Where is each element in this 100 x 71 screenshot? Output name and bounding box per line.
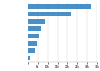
- Bar: [28, 41, 37, 46]
- Bar: [28, 34, 39, 38]
- Bar: [28, 19, 45, 24]
- Bar: [28, 26, 41, 31]
- Bar: [28, 12, 71, 16]
- Bar: [28, 56, 30, 60]
- Bar: [28, 48, 36, 53]
- Bar: [28, 4, 91, 9]
